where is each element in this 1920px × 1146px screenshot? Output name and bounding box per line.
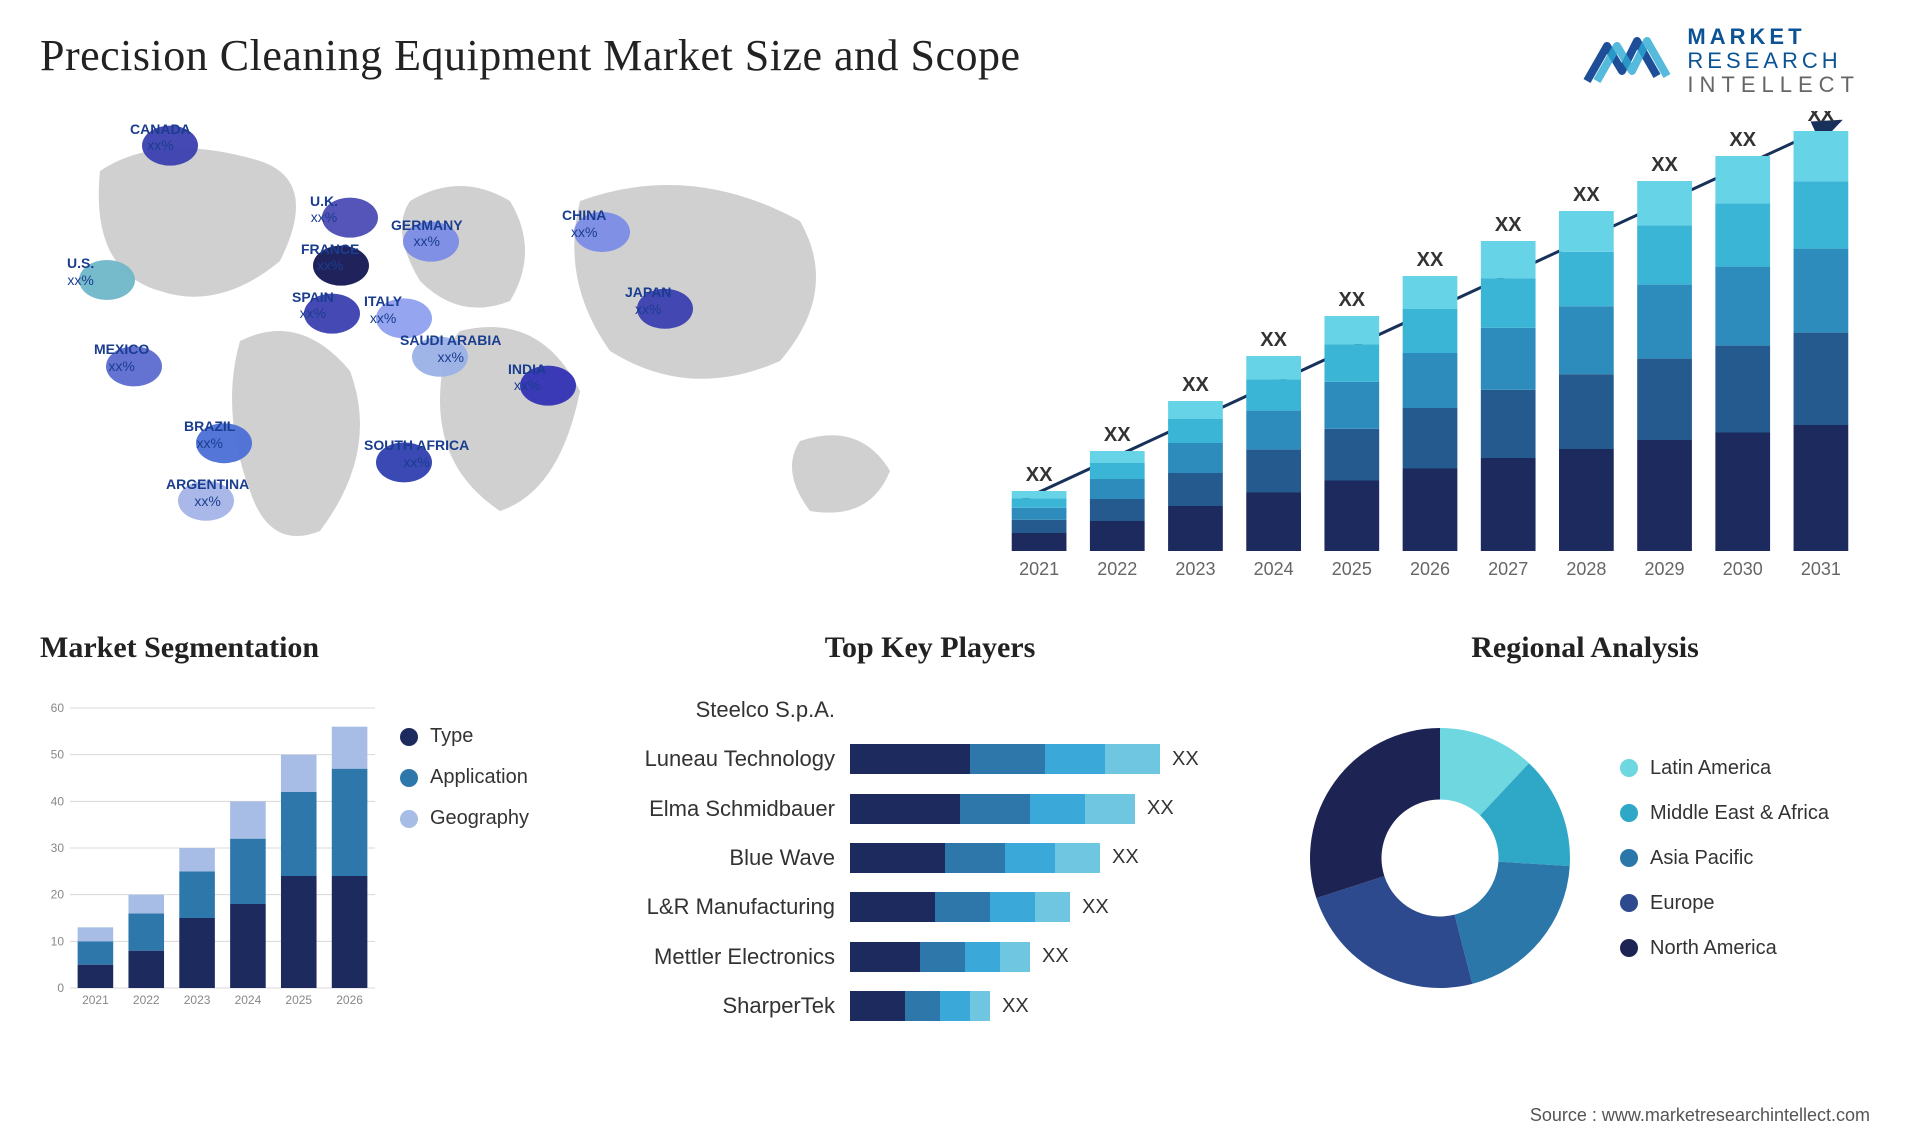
player-name-1: Luneau Technology: [610, 746, 850, 772]
svg-text:2025: 2025: [1332, 559, 1372, 579]
svg-text:2028: 2028: [1566, 559, 1606, 579]
svg-text:XX: XX: [1417, 249, 1444, 271]
map-label-china: CHINAxx%: [562, 207, 606, 241]
svg-text:2023: 2023: [1175, 559, 1215, 579]
svg-text:2030: 2030: [1723, 559, 1763, 579]
svg-text:2026: 2026: [1410, 559, 1450, 579]
player-bar-2: XX: [850, 784, 1250, 833]
svg-text:2021: 2021: [82, 993, 109, 1007]
player-name-0: Steelco S.p.A.: [610, 697, 850, 723]
map-label-south-africa: SOUTH AFRICAxx%: [364, 437, 469, 471]
svg-text:2024: 2024: [1254, 559, 1294, 579]
key-players-panel: Top Key Players Steelco S.p.A. Luneau Tec…: [610, 631, 1250, 1031]
regional-legend-middle-east-africa: Middle East & Africa: [1620, 802, 1829, 825]
regional-legend-north-america: North America: [1620, 937, 1829, 960]
player-name-5: Mettler Electronics: [610, 944, 850, 970]
map-label-india: INDIAxx%: [508, 361, 546, 395]
svg-text:XX: XX: [1104, 424, 1131, 446]
regional-legend-europe: Europe: [1620, 892, 1829, 915]
logo-mark-icon: [1582, 31, 1672, 91]
map-label-canada: CANADAxx%: [130, 121, 191, 155]
player-name-2: Elma Schmidbauer: [610, 796, 850, 822]
svg-text:2031: 2031: [1801, 559, 1841, 579]
svg-text:2027: 2027: [1488, 559, 1528, 579]
regional-title: Regional Analysis: [1290, 631, 1880, 665]
seg-legend-application: Application: [400, 766, 529, 789]
seg-legend-geography: Geography: [400, 807, 529, 830]
regional-legend-latin-america: Latin America: [1620, 757, 1829, 780]
segmentation-title: Market Segmentation: [40, 631, 570, 665]
map-label-mexico: MEXICOxx%: [94, 341, 149, 375]
player-name-3: Blue Wave: [610, 845, 850, 871]
logo-text-2: RESEARCH: [1687, 49, 1860, 73]
map-label-japan: JAPANxx%: [625, 284, 671, 318]
svg-text:2023: 2023: [184, 993, 211, 1007]
map-label-brazil: BRAZILxx%: [184, 418, 235, 452]
player-bar-3: XX: [850, 833, 1250, 882]
segmentation-panel: Market Segmentation 0 10 20 30 40 50 60 2021 202…: [40, 631, 570, 1031]
svg-text:2024: 2024: [235, 993, 262, 1007]
svg-text:XX: XX: [1260, 329, 1287, 351]
player-bar-5: XX: [850, 932, 1250, 981]
segmentation-chart: 0 10 20 30 40 50 60 2021 2022 2023 2024 2025 2026: [40, 685, 380, 1031]
world-map: CANADAxx% U.S.xx% MEXICOxx% BRAZILxx% ARGENT…: [40, 111, 940, 591]
map-label-argentina: ARGENTINAxx%: [166, 476, 249, 510]
svg-text:0: 0: [57, 981, 64, 995]
svg-text:XX: XX: [1573, 184, 1600, 206]
logo-text-3: INTELLECT: [1687, 73, 1860, 97]
key-players-title: Top Key Players: [610, 631, 1250, 665]
svg-text:30: 30: [51, 841, 65, 855]
regional-legend: Latin America Middle East & Africa Asia Pa…: [1620, 757, 1829, 960]
svg-text:2026: 2026: [336, 993, 363, 1007]
map-label-u-s-: U.S.xx%: [67, 255, 94, 289]
svg-text:XX: XX: [1651, 154, 1678, 176]
svg-text:XX: XX: [1026, 464, 1053, 486]
growth-bar-chart: XX 2021 XX 2022 XX 2023 XX 2024 XX 2025 XX 2026 XX 20…: [980, 111, 1880, 591]
svg-text:XX: XX: [1808, 111, 1835, 126]
map-label-germany: GERMANYxx%: [391, 217, 463, 251]
svg-text:20: 20: [51, 888, 65, 902]
player-bar-4: XX: [850, 883, 1250, 932]
svg-text:2022: 2022: [1097, 559, 1137, 579]
svg-text:XX: XX: [1338, 289, 1365, 311]
svg-text:60: 60: [51, 701, 65, 715]
svg-text:2021: 2021: [1019, 559, 1059, 579]
svg-text:2022: 2022: [133, 993, 160, 1007]
player-name-6: SharperTek: [610, 993, 850, 1019]
brand-logo: MARKET RESEARCH INTELLECT: [1582, 25, 1860, 98]
segmentation-legend: Type Application Geography: [400, 685, 529, 1031]
player-bar-6: XX: [850, 981, 1250, 1030]
map-label-italy: ITALYxx%: [364, 293, 402, 327]
map-label-saudi-arabia: SAUDI ARABIAxx%: [400, 332, 501, 366]
seg-legend-type: Type: [400, 725, 529, 748]
svg-text:2029: 2029: [1645, 559, 1685, 579]
regional-legend-asia-pacific: Asia Pacific: [1620, 847, 1829, 870]
regional-donut-chart: [1290, 708, 1590, 1008]
regional-panel: Regional Analysis Latin America Middle Ea…: [1290, 631, 1880, 1031]
svg-text:XX: XX: [1182, 374, 1209, 396]
svg-text:10: 10: [51, 934, 65, 948]
map-label-u-k-: U.K.xx%: [310, 193, 338, 227]
svg-text:XX: XX: [1495, 214, 1522, 236]
player-bar-0: [850, 685, 1250, 734]
player-name-4: L&R Manufacturing: [610, 894, 850, 920]
svg-text:40: 40: [51, 794, 65, 808]
map-label-spain: SPAINxx%: [292, 289, 334, 323]
svg-text:2025: 2025: [285, 993, 312, 1007]
source-attribution: Source : www.marketresearchintellect.com: [1530, 1105, 1870, 1126]
map-label-france: FRANCExx%: [301, 241, 359, 275]
svg-text:XX: XX: [1729, 129, 1756, 151]
svg-text:50: 50: [51, 748, 65, 762]
player-bar-1: XX: [850, 734, 1250, 783]
logo-text-1: MARKET: [1687, 25, 1860, 49]
